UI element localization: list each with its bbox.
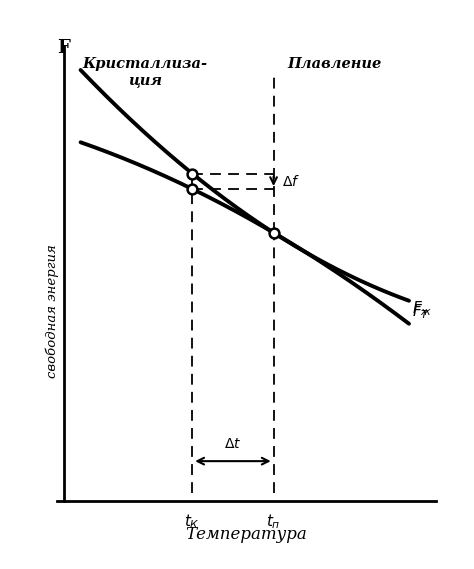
Text: $F_Т$: $F_Т$: [412, 303, 430, 321]
Text: Кристаллиза-
ция: Кристаллиза- ция: [82, 57, 208, 88]
Point: [270, 228, 277, 237]
Text: свободная энергия: свободная энергия: [45, 244, 59, 378]
Text: Температура: Температура: [186, 526, 307, 543]
Text: Плавление: Плавление: [287, 57, 382, 71]
Text: $t_К$: $t_К$: [184, 513, 201, 531]
Point: [189, 169, 196, 178]
Text: $\Delta t$: $\Delta t$: [224, 437, 242, 451]
Text: $\Delta f$: $\Delta f$: [282, 174, 300, 189]
Point: [189, 184, 196, 193]
Text: $F_ж$: $F_ж$: [412, 299, 433, 318]
Text: $t_п$: $t_п$: [266, 513, 281, 531]
Text: F: F: [57, 39, 70, 57]
